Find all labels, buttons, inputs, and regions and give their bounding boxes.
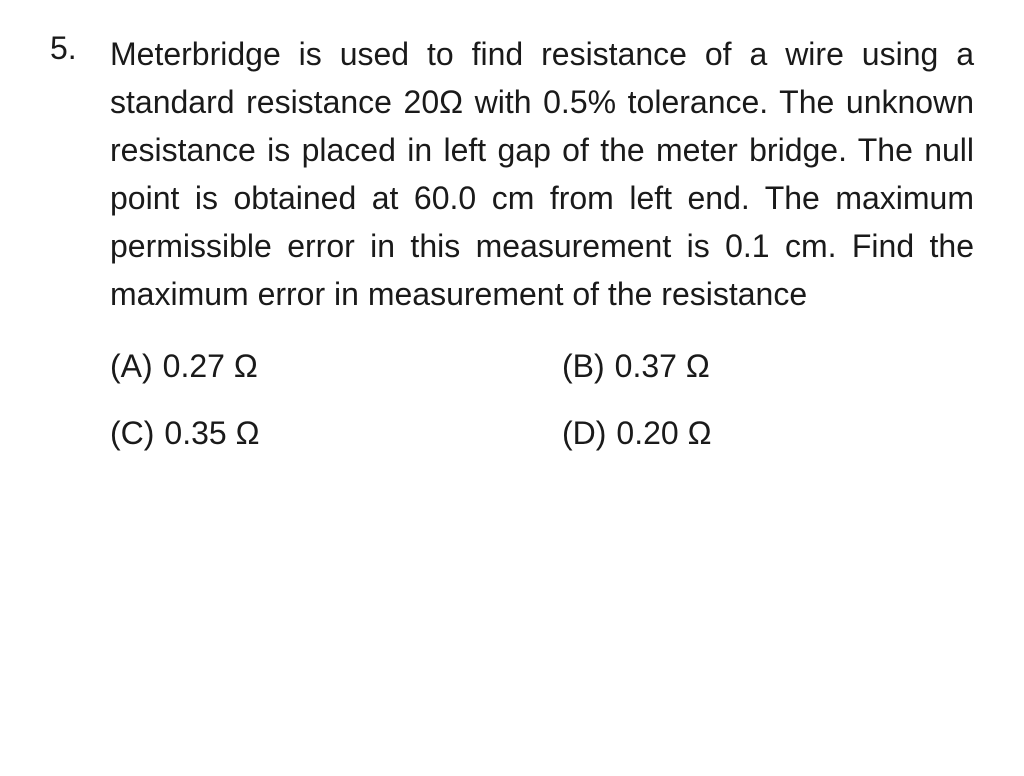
option-d: (D) 0.20 Ω: [562, 415, 974, 452]
option-a-label: (A): [110, 348, 153, 385]
option-d-label: (D): [562, 415, 606, 452]
option-c-label: (C): [110, 415, 154, 452]
question-container: 5. Meterbridge is used to find resistanc…: [50, 30, 974, 452]
option-c-value: 0.35 Ω: [164, 415, 259, 452]
option-a-value: 0.27 Ω: [163, 348, 258, 385]
option-b-value: 0.37 Ω: [615, 348, 710, 385]
option-c: (C) 0.35 Ω: [110, 415, 522, 452]
option-d-value: 0.20 Ω: [616, 415, 711, 452]
option-a: (A) 0.27 Ω: [110, 348, 522, 385]
options-grid: (A) 0.27 Ω (B) 0.37 Ω (C) 0.35 Ω (D) 0.2…: [110, 348, 974, 452]
question-text: Meterbridge is used to find resistance o…: [110, 30, 974, 318]
question-number: 5.: [50, 30, 90, 67]
question-content: Meterbridge is used to find resistance o…: [110, 30, 974, 452]
option-b-label: (B): [562, 348, 605, 385]
option-b: (B) 0.37 Ω: [562, 348, 974, 385]
